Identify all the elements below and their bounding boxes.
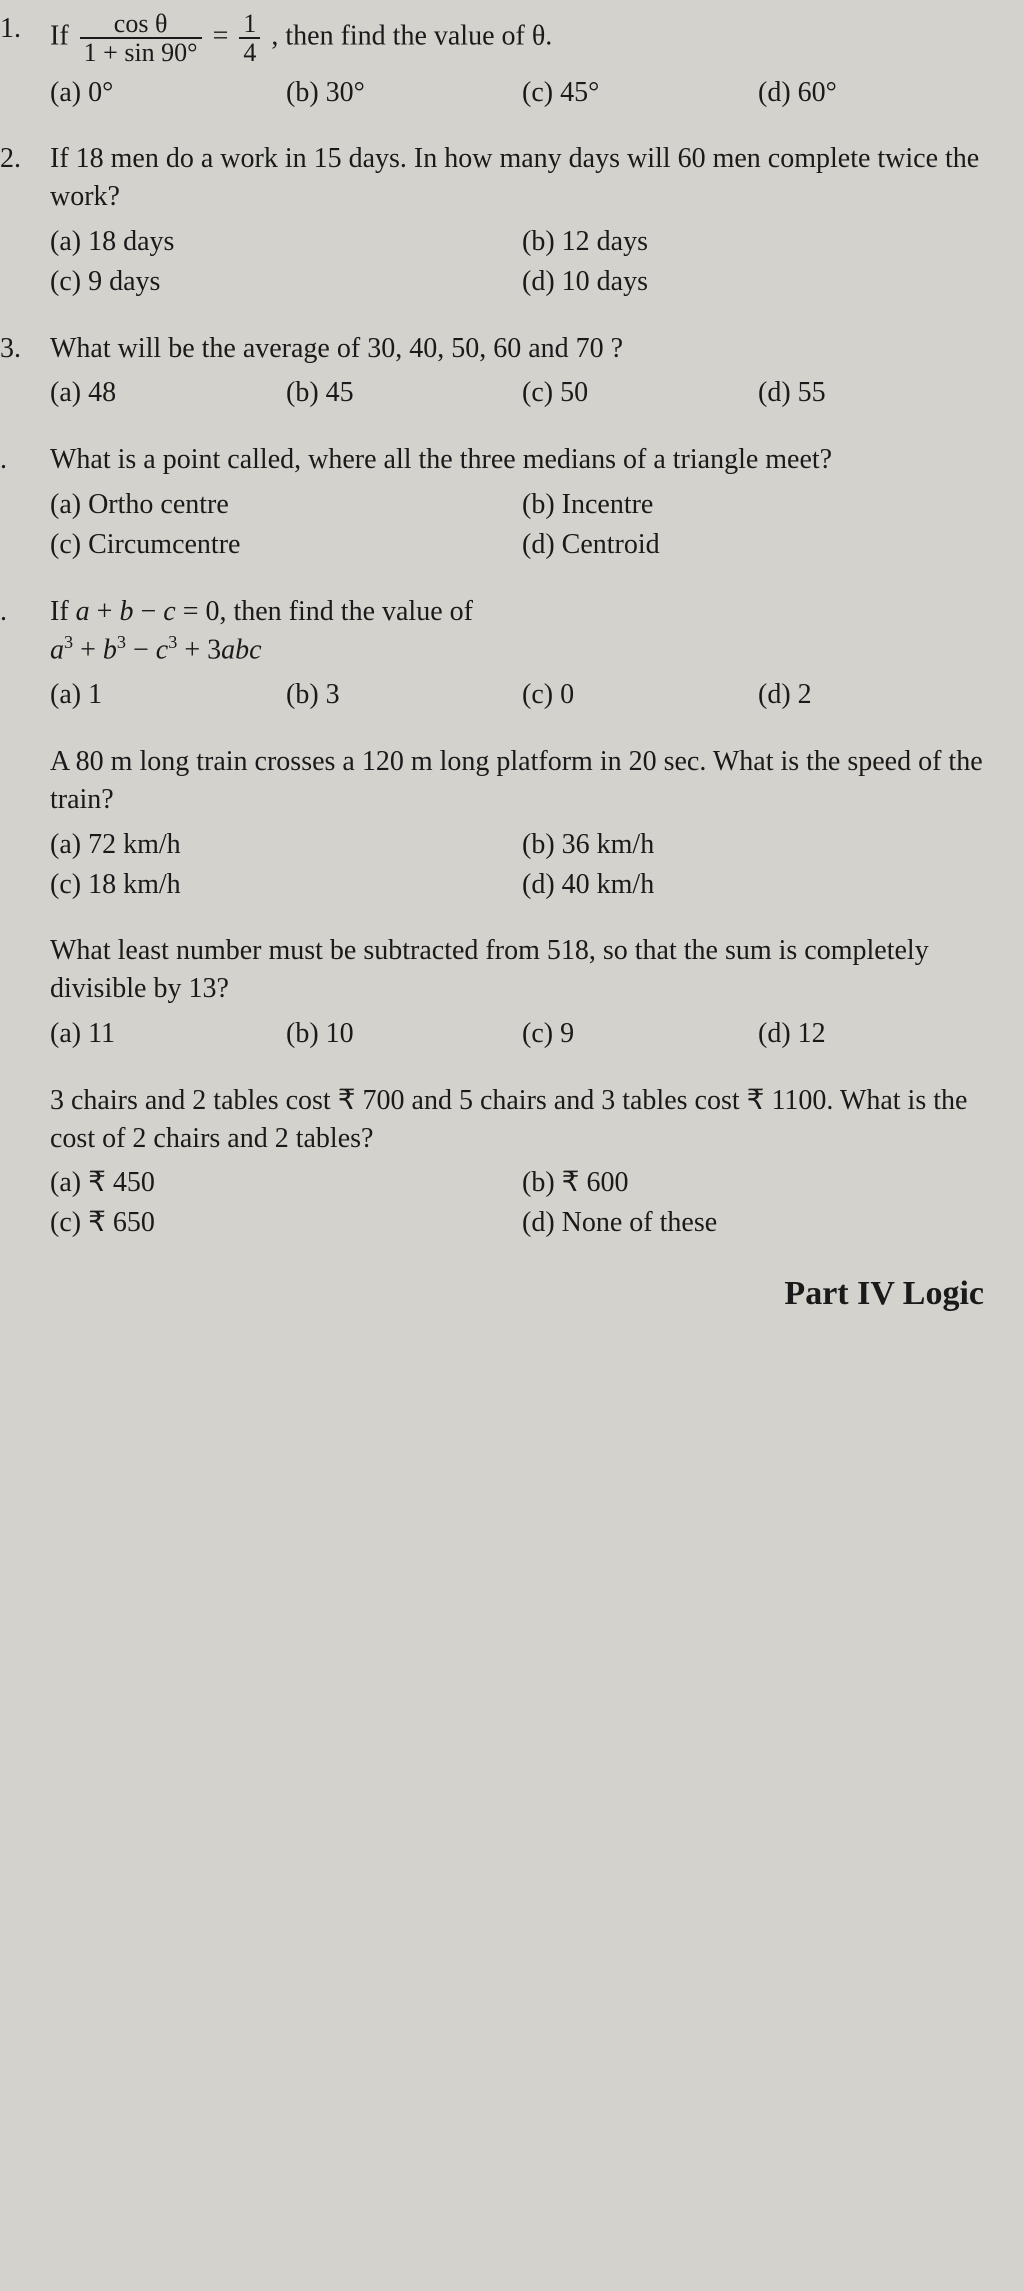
options: (a) 0° (b) 30° (c) 45° (d) 60° xyxy=(50,73,994,113)
option-d: (d) 10 days xyxy=(522,262,994,302)
question-8: 3 chairs and 2 tables cost ₹ 700 and 5 c… xyxy=(0,1082,994,1243)
options: (a) 72 km/h (b) 36 km/h (c) 18 km/h (d) … xyxy=(50,825,994,905)
question-text: 3 chairs and 2 tables cost ₹ 700 and 5 c… xyxy=(50,1082,994,1158)
numerator: 1 xyxy=(239,10,260,39)
text-pre: If xyxy=(50,21,69,52)
option-b: (b) ₹ 600 xyxy=(522,1163,994,1203)
option-d: (d) 12 xyxy=(758,1014,994,1054)
option-d: (d) 55 xyxy=(758,373,994,413)
option-c: (c) ₹ 650 xyxy=(50,1203,522,1243)
option-d: (d) 2 xyxy=(758,675,994,715)
option-a: (a) 18 days xyxy=(50,222,522,262)
option-a: (a) 1 xyxy=(50,675,286,715)
question-1: 1. If cos θ 1 + sin 90° = 1 4 , then fin… xyxy=(0,10,994,112)
option-a: (a) 48 xyxy=(50,373,286,413)
question-number: 3. xyxy=(0,330,21,368)
question-text: If cos θ 1 + sin 90° = 1 4 , then find t… xyxy=(50,10,994,67)
options: (a) Ortho centre (b) Incentre (c) Circum… xyxy=(50,485,994,565)
fraction-2: 1 4 xyxy=(239,10,260,67)
question-text: A 80 m long train crosses a 120 m long p… xyxy=(50,743,994,819)
denominator: 4 xyxy=(239,39,260,66)
option-c: (c) Circumcentre xyxy=(50,525,522,565)
options: (a) 11 (b) 10 (c) 9 (d) 12 xyxy=(50,1014,994,1054)
question-number: . xyxy=(0,441,7,479)
question-number: 2. xyxy=(0,140,21,178)
options: (a) 18 days (b) 12 days (c) 9 days (d) 1… xyxy=(50,222,994,302)
option-b: (b) 10 xyxy=(286,1014,522,1054)
options: (a) 1 (b) 3 (c) 0 (d) 2 xyxy=(50,675,994,715)
question-2: 2. If 18 men do a work in 15 days. In ho… xyxy=(0,140,994,301)
option-d: (d) 60° xyxy=(758,73,994,113)
question-number: 1. xyxy=(0,10,21,48)
option-d: (d) Centroid xyxy=(522,525,994,565)
question-text: What least number must be subtracted fro… xyxy=(50,932,994,1008)
options: (a) 48 (b) 45 (c) 50 (d) 55 xyxy=(50,373,994,413)
text-mid: = xyxy=(213,21,236,52)
option-b: (b) 36 km/h xyxy=(522,825,994,865)
option-a: (a) 0° xyxy=(50,73,286,113)
question-5: . If a + b − c = 0, then find the value … xyxy=(0,593,994,716)
question-text: If 18 men do a work in 15 days. In how m… xyxy=(50,140,994,216)
question-text: If a + b − c = 0, then find the value of… xyxy=(50,593,994,670)
question-3: 3. What will be the average of 30, 40, 5… xyxy=(0,330,994,414)
question-text: What is a point called, where all the th… xyxy=(50,441,994,479)
question-4: . What is a point called, where all the … xyxy=(0,441,994,564)
option-a: (a) Ortho centre xyxy=(50,485,522,525)
option-a: (a) 11 xyxy=(50,1014,286,1054)
option-b: (b) 30° xyxy=(286,73,522,113)
option-c: (c) 45° xyxy=(522,73,758,113)
section-footer: Part IV Logic xyxy=(0,1271,994,1317)
question-6: A 80 m long train crosses a 120 m long p… xyxy=(0,743,994,904)
option-d: (d) None of these xyxy=(522,1203,994,1243)
numerator: cos θ xyxy=(80,10,202,39)
option-c: (c) 9 xyxy=(522,1014,758,1054)
fraction-1: cos θ 1 + sin 90° xyxy=(80,10,202,67)
question-7: What least number must be subtracted fro… xyxy=(0,932,994,1053)
option-c: (c) 0 xyxy=(522,675,758,715)
option-b: (b) 3 xyxy=(286,675,522,715)
text-post: , then find the value of θ. xyxy=(271,21,552,52)
option-b: (b) Incentre xyxy=(522,485,994,525)
question-text: What will be the average of 30, 40, 50, … xyxy=(50,330,994,368)
option-c: (c) 50 xyxy=(522,373,758,413)
options: (a) ₹ 450 (b) ₹ 600 (c) ₹ 650 (d) None o… xyxy=(50,1163,994,1243)
question-number: . xyxy=(0,593,7,631)
option-d: (d) 40 km/h xyxy=(522,865,994,905)
option-c: (c) 18 km/h xyxy=(50,865,522,905)
option-b: (b) 12 days xyxy=(522,222,994,262)
option-a: (a) ₹ 450 xyxy=(50,1163,522,1203)
option-b: (b) 45 xyxy=(286,373,522,413)
denominator: 1 + sin 90° xyxy=(80,39,202,66)
option-a: (a) 72 km/h xyxy=(50,825,522,865)
option-c: (c) 9 days xyxy=(50,262,522,302)
